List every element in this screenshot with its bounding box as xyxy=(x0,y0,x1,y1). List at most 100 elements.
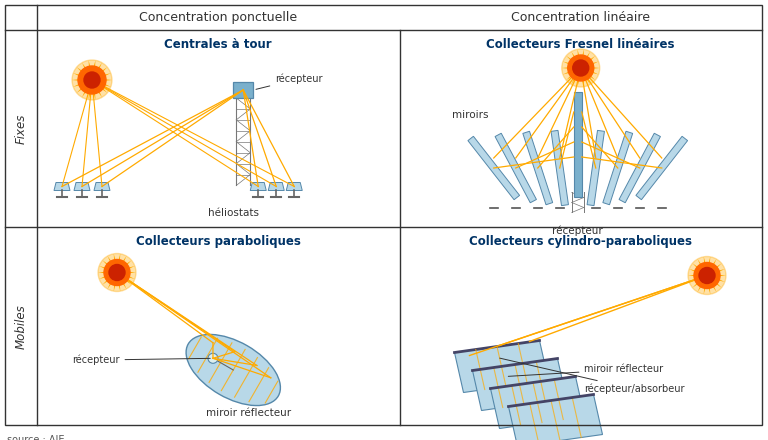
Polygon shape xyxy=(689,269,697,273)
Polygon shape xyxy=(77,86,84,93)
Circle shape xyxy=(208,353,218,363)
Text: Collecteurs cylindro-paraboliques: Collecteurs cylindro-paraboliques xyxy=(469,235,692,249)
Ellipse shape xyxy=(186,334,280,406)
Polygon shape xyxy=(54,183,70,191)
Text: récepteur: récepteur xyxy=(256,73,323,89)
Polygon shape xyxy=(94,183,110,191)
Text: Centrales à tour: Centrales à tour xyxy=(164,38,272,51)
Polygon shape xyxy=(587,130,604,205)
Polygon shape xyxy=(581,49,584,58)
Polygon shape xyxy=(99,275,108,279)
Polygon shape xyxy=(127,275,135,279)
Polygon shape xyxy=(636,136,687,200)
Polygon shape xyxy=(491,377,584,429)
Polygon shape xyxy=(717,275,726,276)
Polygon shape xyxy=(114,282,116,291)
Polygon shape xyxy=(72,79,81,81)
Polygon shape xyxy=(561,67,571,69)
Text: Collecteurs Fresnel linéaires: Collecteurs Fresnel linéaires xyxy=(486,38,675,51)
Polygon shape xyxy=(571,77,576,84)
Circle shape xyxy=(72,60,112,100)
Text: Concentration ponctuelle: Concentration ponctuelle xyxy=(139,11,297,24)
Polygon shape xyxy=(588,56,595,62)
Polygon shape xyxy=(268,183,284,191)
Polygon shape xyxy=(714,263,722,270)
Polygon shape xyxy=(697,284,703,292)
Circle shape xyxy=(688,257,726,294)
Circle shape xyxy=(699,268,715,283)
Polygon shape xyxy=(563,71,571,74)
Polygon shape xyxy=(455,341,548,392)
Circle shape xyxy=(694,263,720,289)
Polygon shape xyxy=(581,78,584,87)
Polygon shape xyxy=(97,62,102,71)
Circle shape xyxy=(573,60,589,76)
Polygon shape xyxy=(717,269,725,273)
Polygon shape xyxy=(551,130,568,205)
Text: source : AIE: source : AIE xyxy=(7,435,65,440)
Text: Collecteurs paraboliques: Collecteurs paraboliques xyxy=(136,235,301,249)
Polygon shape xyxy=(711,284,717,292)
Polygon shape xyxy=(98,271,107,273)
Polygon shape xyxy=(108,281,113,289)
Polygon shape xyxy=(472,359,567,411)
Text: Fixes: Fixes xyxy=(15,114,28,144)
Polygon shape xyxy=(693,263,700,270)
Bar xyxy=(233,82,253,98)
Polygon shape xyxy=(563,62,571,65)
Polygon shape xyxy=(73,83,82,87)
Circle shape xyxy=(98,253,136,291)
Polygon shape xyxy=(102,260,110,267)
Polygon shape xyxy=(590,62,598,65)
Text: Mobiles: Mobiles xyxy=(15,304,28,348)
Text: Concentration linéaire: Concentration linéaire xyxy=(511,11,650,24)
Polygon shape xyxy=(566,56,574,62)
Polygon shape xyxy=(103,79,112,81)
Text: récepteur/absorbeur: récepteur/absorbeur xyxy=(500,358,685,395)
Polygon shape xyxy=(571,51,576,59)
Polygon shape xyxy=(99,266,108,270)
Polygon shape xyxy=(523,131,553,205)
Polygon shape xyxy=(566,74,574,80)
Polygon shape xyxy=(619,133,660,203)
Polygon shape xyxy=(468,136,520,200)
Polygon shape xyxy=(591,67,600,69)
Polygon shape xyxy=(73,73,82,77)
Polygon shape xyxy=(124,260,131,267)
Polygon shape xyxy=(118,254,121,262)
Polygon shape xyxy=(711,259,717,267)
Circle shape xyxy=(84,72,100,88)
Polygon shape xyxy=(703,257,706,265)
Polygon shape xyxy=(121,256,127,264)
Text: récepteur: récepteur xyxy=(552,225,603,236)
Polygon shape xyxy=(74,183,90,191)
Polygon shape xyxy=(127,266,135,270)
Polygon shape xyxy=(603,131,633,205)
Polygon shape xyxy=(127,271,136,273)
Polygon shape xyxy=(688,275,697,276)
Text: héliostats: héliostats xyxy=(208,208,259,217)
Text: miroir réflecteur: miroir réflecteur xyxy=(206,408,291,418)
Polygon shape xyxy=(250,183,266,191)
Text: miroir réflecteur: miroir réflecteur xyxy=(508,364,664,376)
Polygon shape xyxy=(88,60,91,69)
Polygon shape xyxy=(578,49,580,58)
Polygon shape xyxy=(124,279,131,285)
Polygon shape xyxy=(697,259,703,267)
Polygon shape xyxy=(102,83,111,87)
Polygon shape xyxy=(102,279,110,285)
Circle shape xyxy=(104,260,130,286)
Polygon shape xyxy=(708,257,710,265)
Polygon shape xyxy=(100,86,108,93)
Polygon shape xyxy=(495,133,536,203)
Polygon shape xyxy=(77,67,84,73)
Polygon shape xyxy=(108,256,113,264)
Polygon shape xyxy=(102,73,111,77)
Polygon shape xyxy=(689,278,697,282)
Polygon shape xyxy=(703,286,706,294)
Polygon shape xyxy=(714,282,722,288)
Polygon shape xyxy=(508,395,603,440)
Circle shape xyxy=(78,66,106,94)
Polygon shape xyxy=(590,71,598,74)
Circle shape xyxy=(109,264,125,281)
